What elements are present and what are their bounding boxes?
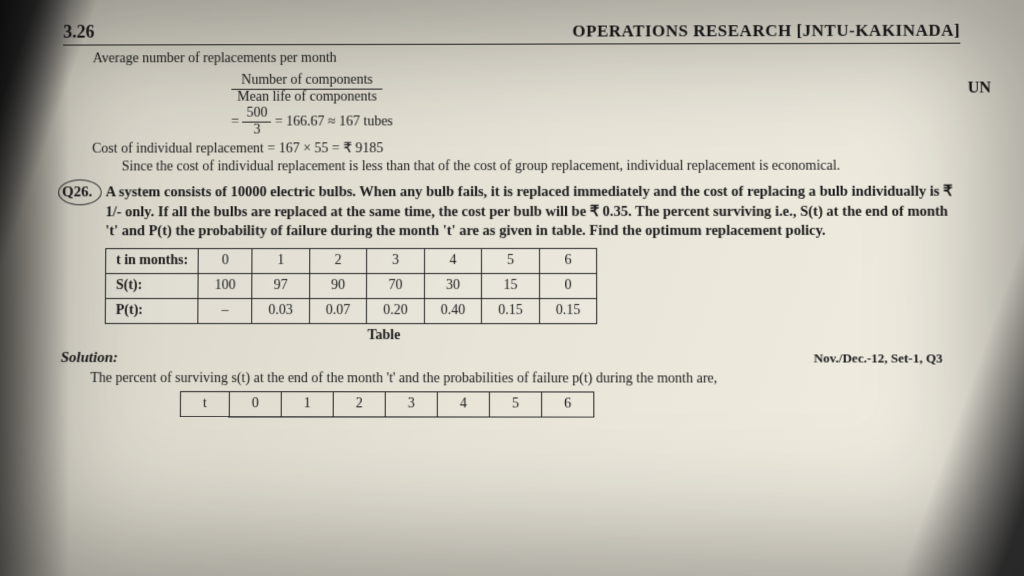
- section-number: 3.26: [63, 22, 94, 43]
- page-content: 3.26 OPERATIONS RESEARCH [JNTU-KAKINADA]…: [60, 20, 963, 418]
- fraction-denominator: Mean life of components: [231, 90, 383, 106]
- intro-line-1: Average number of replacements per month: [93, 50, 961, 68]
- table-cell: 70: [367, 273, 424, 298]
- definition-fraction: Number of components Mean life of compon…: [231, 73, 383, 106]
- calc-tail: = 166.67 ≈ 167 tubes: [271, 114, 393, 129]
- fraction-numerator: Number of components: [231, 73, 382, 90]
- table-cell: 2: [310, 248, 367, 273]
- page-header: 3.26 OPERATIONS RESEARCH [JNTU-KAKINADA]: [63, 20, 960, 46]
- solution-partial-table: t 0 1 2 3 4 5 6: [180, 391, 594, 418]
- data-table: t in months: 0 1 2 3 4 5 6 S(t): 100 97 …: [105, 248, 598, 324]
- table-cell: 4: [437, 392, 489, 417]
- table-cell: 1: [252, 248, 309, 273]
- table-cell: –: [198, 298, 252, 323]
- right-page-fragment: UN: [968, 80, 991, 98]
- table-cell: 0.03: [252, 298, 309, 323]
- calculation-line: = 500 3 = 166.67 ≈ 167 tubes: [231, 105, 961, 139]
- table-cell: 3: [367, 248, 424, 273]
- row-label-s: S(t):: [105, 273, 198, 298]
- table-row: P(t): – 0.03 0.07 0.20 0.40 0.15 0.15: [105, 298, 597, 323]
- question-text: A system consists of 10000 electric bulb…: [105, 183, 962, 242]
- table-cell: 1: [281, 391, 333, 416]
- chapter-title: OPERATIONS RESEARCH [JNTU-KAKINADA]: [572, 21, 960, 42]
- table-cell: 5: [482, 248, 540, 273]
- since-line: Since the cost of individual replacement…: [122, 159, 962, 176]
- table-cell: 15: [482, 273, 540, 298]
- table-cell: 0.15: [482, 298, 540, 323]
- table-cell: 100: [198, 273, 252, 298]
- table-cell: 0: [198, 248, 252, 273]
- table-cell: 0: [539, 273, 597, 298]
- calc-frac-num: 500: [243, 106, 272, 123]
- table-cell: 30: [424, 273, 482, 298]
- pen-circle-icon: [58, 179, 102, 205]
- table-cell: 2: [333, 391, 385, 416]
- calc-frac-den: 3: [242, 123, 271, 139]
- table-row: S(t): 100 97 90 70 30 15 0: [105, 273, 597, 298]
- table-cell: 0.15: [539, 298, 597, 323]
- table-cell: 5: [489, 392, 541, 417]
- table-row: t 0 1 2 3 4 5 6: [180, 391, 593, 417]
- table-cell: 6: [541, 392, 593, 417]
- exam-reference: Nov./Dec.-12, Set-1, Q3: [814, 350, 943, 366]
- table-cell: 4: [424, 248, 482, 273]
- table-cell: 97: [252, 273, 309, 298]
- solution-label: Solution:: [61, 350, 118, 367]
- table-caption: Table: [105, 328, 665, 344]
- row-label-p: P(t):: [105, 298, 198, 323]
- table-cell: 0.07: [309, 298, 366, 323]
- row-label-t: t in months:: [106, 248, 199, 273]
- table-cell: 0.20: [367, 298, 425, 323]
- table-cell: t: [180, 391, 229, 416]
- table-cell: 6: [539, 248, 597, 273]
- cost-line: Cost of individual replacement = 167 × 5…: [92, 140, 961, 158]
- question-number-wrap: Q26.: [62, 183, 106, 241]
- table-row: t in months: 0 1 2 3 4 5 6: [106, 248, 597, 273]
- table-cell: 90: [309, 273, 366, 298]
- question-block: Q26. A system consists of 10000 electric…: [62, 183, 962, 242]
- solution-line: The percent of surviving s(t) at the end…: [90, 371, 963, 388]
- table-cell: 0.40: [424, 298, 482, 323]
- shadow-overlay-left: [0, 0, 70, 576]
- table-cell: 0: [229, 391, 281, 416]
- table-cell: 3: [385, 391, 437, 416]
